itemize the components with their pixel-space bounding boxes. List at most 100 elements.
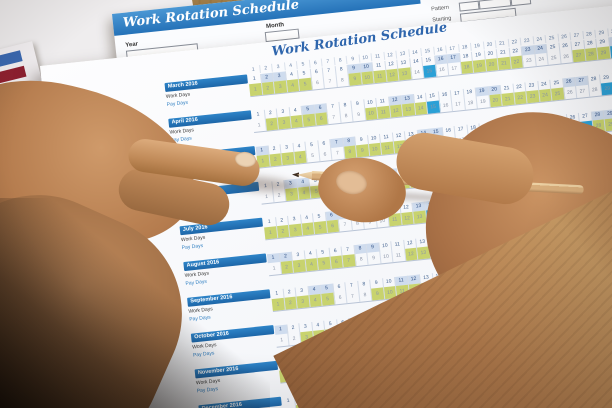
schedule-cell: 2 [269,153,283,167]
day-cell: 3 [272,62,286,72]
day-cell: 19 [470,41,485,51]
schedule-cell: 29 [600,82,612,96]
schedule-cell: 18 [464,96,478,110]
schedule-cell: 28 [588,83,603,97]
day-cell: 27 [570,31,584,41]
schedule-cell: 15 [423,64,437,78]
schedule-cell: 1 [271,297,286,311]
schedule-cell: 6 [333,291,348,305]
schedule-cell: 24 [534,52,549,67]
schedule-cell: 4 [305,258,319,272]
schedule-cell: 10 [360,71,375,85]
schedule-cell: 5 [317,256,332,270]
schedule-cell: 9 [356,144,370,158]
day-cell: 20 [483,40,497,50]
schedule-cell: 21 [497,56,512,71]
schedule-cell: 5 [302,113,317,127]
schedule-cell: 10 [364,106,379,121]
day-cell: 9 [346,54,360,64]
schedule-cell: 20 [485,58,499,72]
day-cell: 15 [421,46,435,57]
schedule-cell: 1 [264,226,278,240]
schedule-cell: 3 [292,259,307,273]
schedule-cell: 26 [559,50,574,64]
schedule-cell: 22 [513,91,528,105]
schedule-cell: 7 [331,146,345,160]
schedule-cell: 13 [398,67,412,81]
schedule-cell: 6 [326,219,340,233]
day-cell: 28 [582,29,597,40]
day-cell: 25 [545,33,559,43]
day-cell: 11 [371,51,385,62]
schedule-cell: 17 [447,62,462,76]
schedule-cell: 20 [489,93,503,108]
schedule-cell: 7 [323,75,338,89]
schedule-cell: 2 [276,224,291,239]
schedule-cell: 12 [385,68,400,82]
schedule-cell: 6 [311,76,325,90]
schedule-cell: 12 [404,247,419,261]
schedule-cell: 6 [330,255,344,269]
schedule-cell: 8 [336,73,350,88]
schedule-cell: 23 [526,89,540,104]
schedule-cell: 1 [275,333,290,347]
day-cell: 14 [408,48,423,58]
schedule-cell: 8 [354,252,369,267]
schedule-cell: 1 [252,118,267,132]
schedule-cell: 2 [284,296,298,310]
pattern-field-1 [458,0,480,12]
schedule-cell: 3 [273,80,288,94]
schedule-cell: 1 [249,82,263,97]
schedule-cell: 4 [293,150,308,164]
year-label: Year [125,41,139,49]
day-cell: 6 [309,58,323,68]
day-cell: 12 [383,50,398,60]
schedule-cell: 11 [392,248,406,263]
day-cell: 26 [557,32,572,42]
schedule-cell: 3 [296,295,311,309]
schedule-cell: 2 [261,81,276,95]
schedule-cell: 2 [280,260,294,274]
day-cell: 2 [259,63,273,73]
schedule-cell: 3 [281,151,296,166]
schedule-cell: 11 [377,105,391,119]
schedule-cell: 17 [451,97,466,112]
day-cell: 17 [446,44,460,54]
pattern-label: Pattern [430,4,450,13]
schedule-cell: 5 [306,149,320,163]
schedule-cell: 1 [267,261,282,276]
day-cell: 1 [247,65,261,75]
schedule-cell: 9 [352,108,366,122]
schedule-cell: 9 [367,251,382,265]
day-cell: 13 [396,49,410,59]
schedule-cell: 27 [576,84,590,99]
day-cell: 10 [359,53,373,63]
schedule-cell: 10 [368,142,383,157]
schedule-cell: 8 [339,109,354,123]
day-cell: 21 [495,38,510,49]
schedule-cell: 28 [584,47,599,61]
schedule-cell: 5 [313,220,328,235]
day-cell: 18 [458,42,472,53]
schedule-cell: 18 [460,60,475,74]
schedule-cell: 7 [327,110,342,125]
month-label: Month [265,22,285,30]
schedule-cell: 4 [301,222,316,236]
schedule-cell: 5 [298,77,313,91]
schedule-cell: 12 [389,104,404,118]
day-cell: 22 [508,37,522,47]
schedule-cell: 23 [522,54,537,68]
schedule-cell: 11 [373,69,388,84]
schedule-cell: 7 [346,289,360,304]
schedule-cell: 13 [401,103,416,117]
schedule-cell: 10 [379,250,394,264]
schedule-cell: 14 [410,65,425,80]
day-cell: 23 [520,36,534,46]
schedule-cell: 19 [472,59,487,73]
day-cell: 30 [608,36,612,47]
day-cell: 24 [533,34,547,45]
day-cell: 4 [284,61,298,71]
day-cell: 7 [321,57,336,67]
day-cell: 5 [296,59,311,70]
